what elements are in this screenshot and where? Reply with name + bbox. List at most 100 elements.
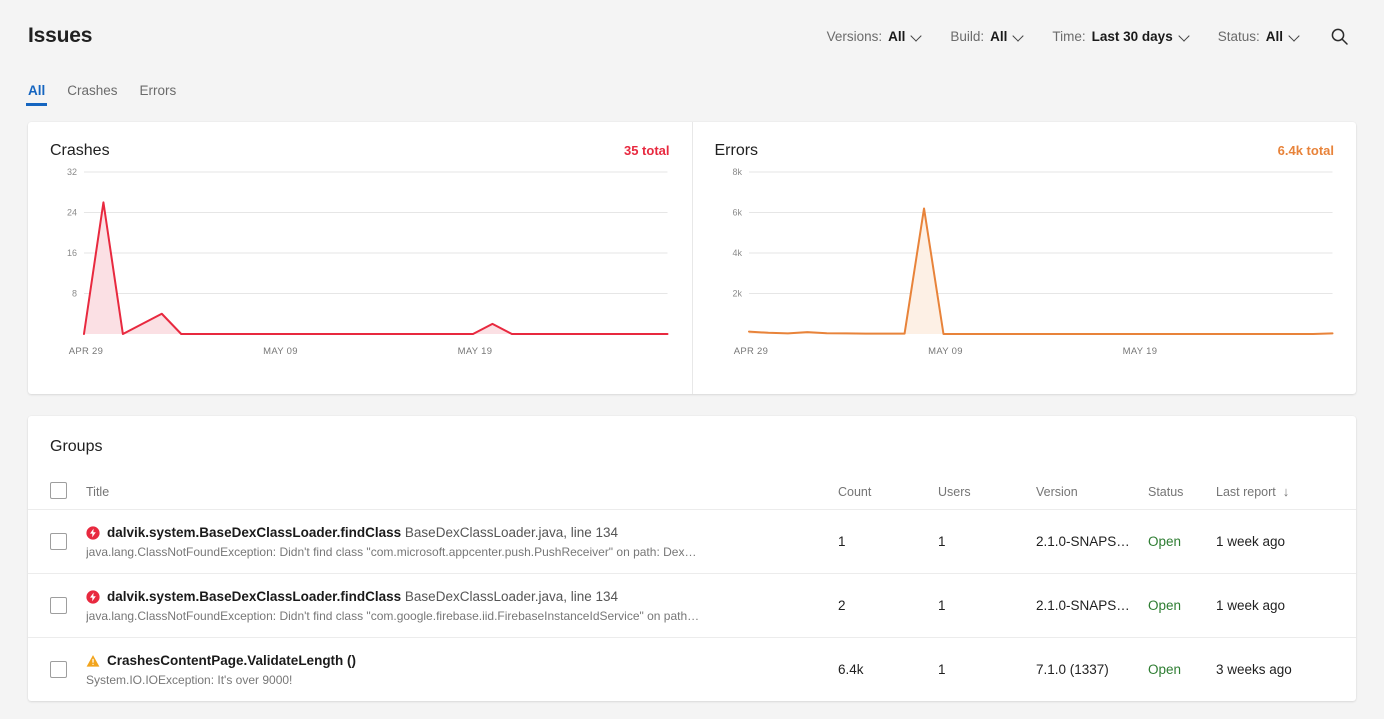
- issue-users: 1: [938, 637, 1036, 701]
- issue-version: 2.1.0-SNAPS…: [1036, 509, 1148, 574]
- issue-name: CrashesContentPage.ValidateLength (): [107, 653, 357, 668]
- status-badge: Open: [1148, 662, 1182, 677]
- crash-icon: [86, 526, 100, 540]
- y-axis-tick-label: 2k: [732, 289, 742, 299]
- filter-status[interactable]: Status: All: [1204, 23, 1314, 50]
- page-title: Issues: [28, 24, 93, 47]
- crashes-total-badge: 35 total: [623, 143, 670, 158]
- row-select-cell: [28, 573, 86, 638]
- filter-status-label: Status:: [1217, 28, 1260, 44]
- row-checkbox[interactable]: [50, 533, 67, 550]
- filter-time-value: Last 30 days: [1091, 28, 1173, 44]
- groups-card: Groups Title Count Users Version Status …: [28, 416, 1356, 701]
- errors-chart-header: Errors 6.4k total: [715, 142, 1335, 160]
- y-axis-tick-label: 8: [72, 289, 77, 299]
- y-axis-tick-label: 6k: [732, 208, 742, 218]
- y-axis-tick-label: 16: [67, 248, 77, 258]
- issue-headline: dalvik.system.BaseDexClassLoader.findCla…: [86, 588, 838, 606]
- issue-users: 1: [938, 573, 1036, 638]
- groups-table: Title Count Users Version Status Last re…: [28, 456, 1356, 701]
- issue-status: Open: [1148, 637, 1216, 701]
- column-header-version[interactable]: Version: [1036, 485, 1078, 499]
- table-header-row: Title Count Users Version Status Last re…: [28, 456, 1356, 510]
- crashes-chart-body: 8 16 24 32 APR 29 MAY 09 MAY 19: [50, 166, 670, 362]
- issue-title-cell[interactable]: dalvik.system.BaseDexClassLoader.findCla…: [86, 509, 838, 574]
- x-axis-tick-label: MAY 19: [458, 346, 493, 357]
- errors-total-badge: 6.4k total: [1277, 143, 1334, 158]
- crashes-chart-pane: Crashes 35 total 8 16 24 32 APR 29 MAY 09 MAY …: [28, 122, 692, 394]
- crashes-chart-header: Crashes 35 total: [50, 142, 670, 160]
- sort-descending-icon: ↓: [1282, 484, 1290, 499]
- groups-title: Groups: [50, 438, 103, 455]
- filter-versions[interactable]: Versions: All: [813, 23, 937, 50]
- issue-last-report: 3 weeks ago: [1216, 637, 1356, 701]
- filter-status-value: All: [1265, 28, 1283, 44]
- column-header-status[interactable]: Status: [1148, 485, 1184, 499]
- issue-headline: CrashesContentPage.ValidateLength (): [86, 652, 838, 670]
- y-axis-tick-label: 4k: [732, 248, 742, 258]
- status-badge: Open: [1148, 534, 1182, 549]
- row-checkbox[interactable]: [50, 661, 67, 678]
- tab-bar: All Crashes Errors: [0, 72, 1384, 106]
- tab-crashes[interactable]: Crashes: [67, 83, 118, 98]
- chart-area-fill: [83, 202, 668, 334]
- issue-description: java.lang.ClassNotFoundException: Didn't…: [86, 545, 697, 559]
- issue-last-report: 1 week ago: [1216, 573, 1356, 638]
- column-header-count[interactable]: Count: [838, 485, 872, 499]
- chevron-down-icon: [911, 31, 922, 42]
- charts-card: Crashes 35 total 8 16 24 32 APR 29 MAY 09 MAY …: [28, 122, 1356, 394]
- row-select-cell: [28, 637, 86, 701]
- issue-count: 6.4k: [838, 637, 938, 701]
- column-header-users[interactable]: Users: [938, 485, 971, 499]
- chevron-down-icon: [1289, 31, 1300, 42]
- issue-title-cell[interactable]: dalvik.system.BaseDexClassLoader.findCla…: [86, 573, 838, 638]
- column-header-title[interactable]: Title: [86, 485, 110, 499]
- page-header: Issues Versions: All Build: All Time: La…: [0, 0, 1384, 72]
- issue-last-report: 1 week ago: [1216, 509, 1356, 574]
- y-axis-tick-label: 8k: [732, 167, 742, 177]
- table-row[interactable]: dalvik.system.BaseDexClassLoader.findCla…: [28, 509, 1356, 574]
- crashes-chart-title: Crashes: [50, 142, 110, 159]
- x-axis-tick-label: APR 29: [733, 346, 767, 357]
- search-button[interactable]: [1322, 19, 1356, 53]
- groups-table-body: dalvik.system.BaseDexClassLoader.findCla…: [28, 509, 1356, 701]
- y-axis-tick-label: 32: [67, 167, 77, 177]
- row-select-cell: [28, 509, 86, 574]
- issue-status: Open: [1148, 509, 1216, 574]
- issue-name: dalvik.system.BaseDexClassLoader.findCla…: [107, 589, 402, 604]
- errors-chart-svg[interactable]: 2k 4k 6k 8k APR 29 MAY 09 MAY 19: [715, 166, 1335, 362]
- issue-status: Open: [1148, 573, 1216, 638]
- issue-location: BaseDexClassLoader.java, line 134: [404, 525, 619, 540]
- x-axis-tick-label: MAY 09: [263, 346, 298, 357]
- tab-all[interactable]: All: [25, 83, 48, 106]
- crashes-chart-svg[interactable]: 8 16 24 32 APR 29 MAY 09 MAY 19: [50, 166, 670, 362]
- errors-chart-body: 2k 4k 6k 8k APR 29 MAY 09 MAY 19: [715, 166, 1335, 362]
- issue-version: 7.1.0 (1337): [1036, 637, 1148, 701]
- select-all-header: [28, 456, 86, 510]
- table-row[interactable]: dalvik.system.BaseDexClassLoader.findCla…: [28, 573, 1356, 638]
- filter-versions-label: Versions:: [826, 28, 883, 44]
- filter-time[interactable]: Time: Last 30 days: [1038, 23, 1203, 50]
- filter-build-value: All: [990, 28, 1008, 44]
- issue-headline: dalvik.system.BaseDexClassLoader.findCla…: [86, 524, 838, 542]
- select-all-checkbox[interactable]: [50, 482, 67, 499]
- warning-icon: [86, 654, 100, 668]
- column-header-last-report-label: Last report: [1216, 485, 1276, 499]
- filter-time-label: Time:: [1052, 28, 1086, 44]
- errors-chart-pane: Errors 6.4k total 2k 4k 6k 8k APR 29 MAY 09 MA…: [691, 122, 1357, 394]
- x-axis-tick-label: APR 29: [69, 346, 103, 357]
- issue-description: System.IO.IOException: It's over 9000!: [86, 673, 293, 687]
- row-checkbox[interactable]: [50, 597, 67, 614]
- column-header-last-report[interactable]: Last report ↓: [1216, 456, 1356, 510]
- table-row[interactable]: CrashesContentPage.ValidateLength () Syst…: [28, 637, 1356, 701]
- issue-title-cell[interactable]: CrashesContentPage.ValidateLength () Syst…: [86, 637, 838, 701]
- chart-area-fill: [748, 208, 1333, 334]
- filter-build[interactable]: Build: All: [936, 23, 1038, 50]
- issue-count: 2: [838, 573, 938, 638]
- issue-location: BaseDexClassLoader.java, line 134: [404, 589, 619, 604]
- tab-errors[interactable]: Errors: [139, 83, 177, 98]
- issue-name: dalvik.system.BaseDexClassLoader.findCla…: [107, 525, 402, 540]
- filter-versions-value: All: [888, 28, 906, 44]
- issue-users: 1: [938, 509, 1036, 574]
- chevron-down-icon: [1013, 31, 1024, 42]
